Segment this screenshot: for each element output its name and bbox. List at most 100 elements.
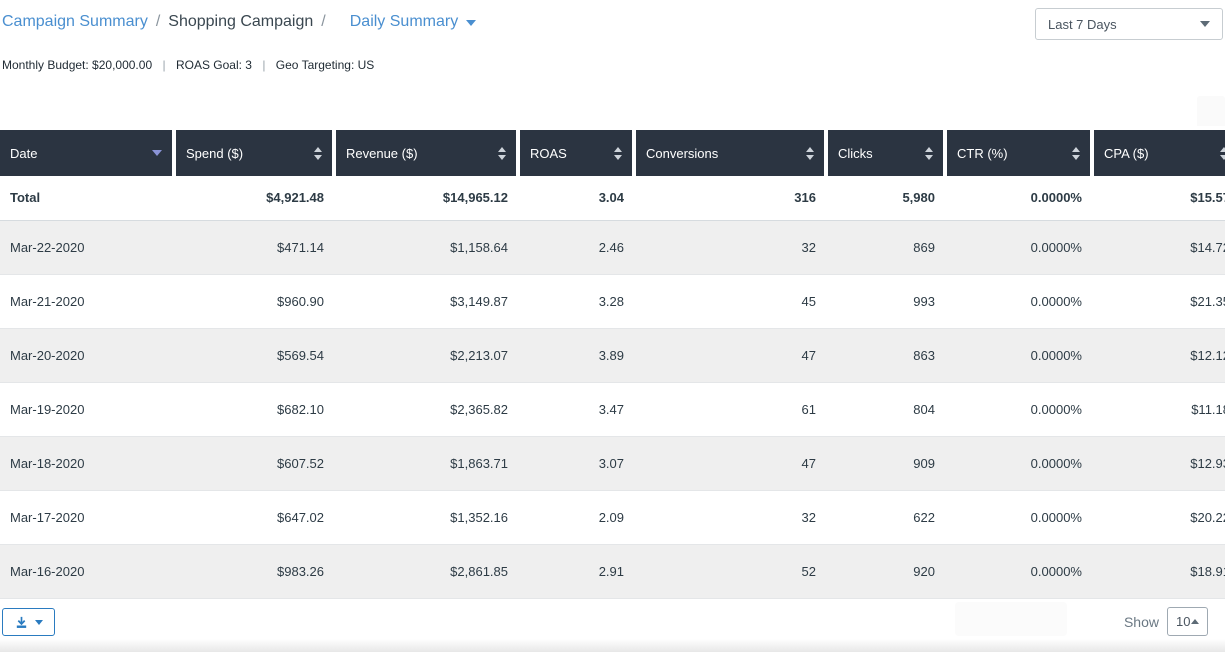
breadcrumb-dropdown-daily-summary[interactable]: Daily Summary xyxy=(349,13,477,31)
column-header-label: Revenue ($) xyxy=(346,145,418,161)
geo-targeting-text: Geo Targeting: US xyxy=(275,58,375,72)
sort-icon xyxy=(1220,146,1225,160)
cell-clicks: 920 xyxy=(828,544,947,599)
cell-spend: $960.90 xyxy=(176,274,336,329)
sort-icon xyxy=(1072,146,1080,160)
cell-roas: 3.47 xyxy=(520,382,636,437)
cell-ctr: 0.0000% xyxy=(947,382,1094,437)
cell-conversions: 32 xyxy=(636,490,828,545)
cell-cpa: $18.91 xyxy=(1094,544,1225,599)
sort-icon xyxy=(614,146,622,160)
table-row: Mar-19-2020 $682.10 $2,365.82 3.47 61 80… xyxy=(0,382,1225,437)
column-header-conversions[interactable]: Conversions xyxy=(636,130,828,176)
total-clicks: 5,980 xyxy=(828,176,947,221)
cell-clicks: 909 xyxy=(828,436,947,491)
chevron-up-icon xyxy=(1191,619,1199,624)
cell-conversions: 47 xyxy=(636,436,828,491)
sort-icon xyxy=(925,146,933,160)
column-header-cpa[interactable]: CPA ($) xyxy=(1094,130,1225,176)
date-range-value: Last 7 Days xyxy=(1048,16,1117,32)
cell-cpa: $21.35 xyxy=(1094,274,1225,329)
cell-revenue: $1,863.71 xyxy=(336,436,520,491)
show-label: Show xyxy=(1123,613,1159,630)
breadcrumb-separator: / xyxy=(321,13,326,30)
column-header-label: CPA ($) xyxy=(1104,145,1149,161)
column-header-label: CTR (%) xyxy=(957,145,1008,161)
monthly-budget-text: Monthly Budget: $20,000.00 xyxy=(2,58,153,72)
breadcrumb-separator: / xyxy=(155,13,161,30)
chevron-down-icon xyxy=(1200,21,1210,27)
ghost-panel-top xyxy=(1197,96,1225,126)
meta-separator: | xyxy=(162,58,166,72)
total-cpa: $15.57 xyxy=(1094,176,1225,221)
breadcrumb-dropdown-label: Daily Summary xyxy=(349,13,459,30)
cell-ctr: 0.0000% xyxy=(947,220,1094,275)
cell-date: Mar-17-2020 xyxy=(0,490,176,545)
cell-conversions: 32 xyxy=(636,220,828,275)
table-row: Mar-20-2020 $569.54 $2,213.07 3.89 47 86… xyxy=(0,328,1225,383)
cell-spend: $983.26 xyxy=(176,544,336,599)
cell-roas: 2.91 xyxy=(520,544,636,599)
cell-date: Mar-19-2020 xyxy=(0,382,176,437)
cell-ctr: 0.0000% xyxy=(947,490,1094,545)
cell-date: Mar-21-2020 xyxy=(0,274,176,329)
cell-roas: 3.28 xyxy=(520,274,636,329)
cell-cpa: $12.93 xyxy=(1094,436,1225,491)
sort-desc-icon xyxy=(152,150,162,156)
sort-icon xyxy=(806,146,814,160)
cell-spend: $682.10 xyxy=(176,382,336,437)
cell-cpa: $11.18 xyxy=(1094,382,1225,437)
table-row: Mar-17-2020 $647.02 $1,352.16 2.09 32 62… xyxy=(0,490,1225,545)
cell-revenue: $2,365.82 xyxy=(336,382,520,437)
column-header-label: Date xyxy=(10,145,38,161)
cell-date: Mar-18-2020 xyxy=(0,436,176,491)
table-row: Mar-18-2020 $607.52 $1,863.71 3.07 47 90… xyxy=(0,436,1225,491)
cell-clicks: 869 xyxy=(828,220,947,275)
daily-summary-table: Date Spend ($) Revenue ($) xyxy=(0,130,1225,599)
cell-date: Mar-16-2020 xyxy=(0,544,176,599)
cell-revenue: $3,149.87 xyxy=(336,274,520,329)
download-button[interactable] xyxy=(2,608,55,636)
table-row: Mar-16-2020 $983.26 $2,861.85 2.91 52 92… xyxy=(0,544,1225,599)
meta-separator: | xyxy=(262,58,266,72)
cell-conversions: 61 xyxy=(636,382,828,437)
column-header-date[interactable]: Date xyxy=(0,130,176,176)
total-label: Total xyxy=(0,176,176,221)
column-header-roas[interactable]: ROAS xyxy=(520,130,636,176)
table-row: Mar-22-2020 $471.14 $1,158.64 2.46 32 86… xyxy=(0,220,1225,275)
cell-revenue: $2,213.07 xyxy=(336,328,520,383)
cell-clicks: 622 xyxy=(828,490,947,545)
cell-spend: $471.14 xyxy=(176,220,336,275)
column-header-ctr[interactable]: CTR (%) xyxy=(947,130,1094,176)
column-header-revenue[interactable]: Revenue ($) xyxy=(336,130,520,176)
cell-cpa: $14.72 xyxy=(1094,220,1225,275)
cell-ctr: 0.0000% xyxy=(947,544,1094,599)
cell-clicks: 804 xyxy=(828,382,947,437)
ghost-panel-bottom xyxy=(955,602,1067,636)
pagination-controls: Show 10 xyxy=(1124,607,1208,636)
column-header-clicks[interactable]: Clicks xyxy=(828,130,947,176)
table-header-row: Date Spend ($) Revenue ($) xyxy=(0,130,1225,176)
roas-goal-text: ROAS Goal: 3 xyxy=(175,58,252,72)
cell-spend: $647.02 xyxy=(176,490,336,545)
cell-cpa: $12.12 xyxy=(1094,328,1225,383)
bottom-divider xyxy=(0,639,1225,652)
breadcrumb: Campaign Summary / Shopping Campaign / D… xyxy=(2,13,477,31)
breadcrumb-link-campaign-summary[interactable]: Campaign Summary xyxy=(2,13,148,30)
page-size-select[interactable]: 10 xyxy=(1167,607,1208,636)
date-range-select[interactable]: Last 7 Days xyxy=(1035,8,1223,40)
campaign-meta: Monthly Budget: $20,000.00 | ROAS Goal: … xyxy=(2,58,374,72)
cell-revenue: $1,158.64 xyxy=(336,220,520,275)
total-row: Total $4,921.48 $14,965.12 3.04 316 5,98… xyxy=(0,176,1225,221)
cell-roas: 2.09 xyxy=(520,490,636,545)
cell-ctr: 0.0000% xyxy=(947,274,1094,329)
cell-ctr: 0.0000% xyxy=(947,436,1094,491)
breadcrumb-item-shopping-campaign: Shopping Campaign xyxy=(168,13,314,30)
page-size-value: 10 xyxy=(1176,614,1191,629)
column-header-spend[interactable]: Spend ($) xyxy=(176,130,336,176)
column-header-label: Spend ($) xyxy=(186,145,244,161)
total-conversions: 316 xyxy=(636,176,828,221)
cell-roas: 3.07 xyxy=(520,436,636,491)
cell-roas: 2.46 xyxy=(520,220,636,275)
